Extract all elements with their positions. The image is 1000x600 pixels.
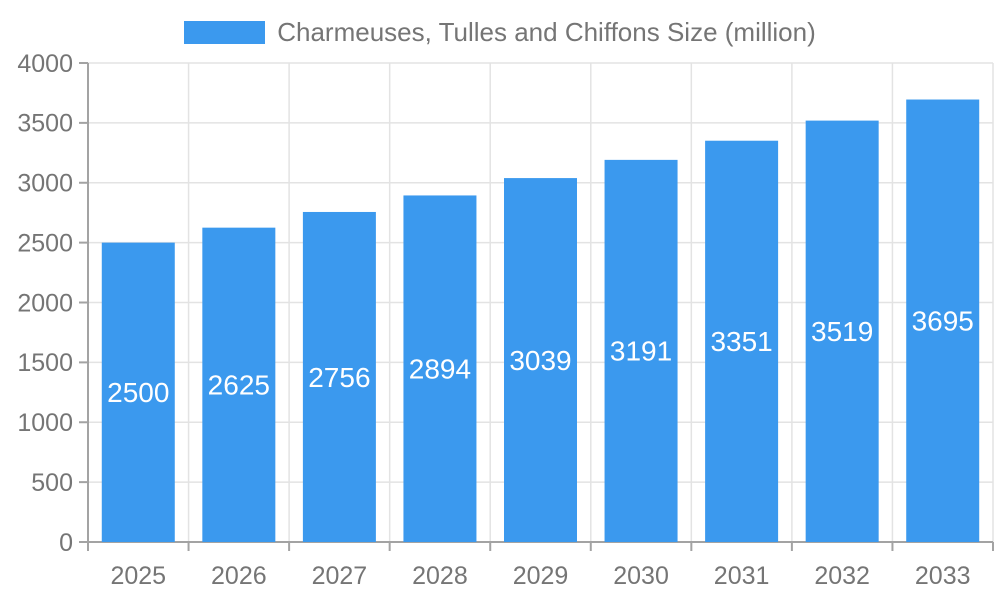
bar-2025[interactable]: [101, 242, 175, 542]
legend-item[interactable]: Charmeuses, Tulles and Chiffons Size (mi…: [0, 17, 1000, 48]
bar-2029[interactable]: [504, 178, 577, 542]
y-tick-label: 2500: [17, 229, 73, 257]
bar-value-label: 3519: [811, 316, 873, 347]
x-tick-label: 2026: [211, 562, 267, 590]
bar-2033[interactable]: [906, 99, 980, 543]
y-tick-label: 3500: [17, 110, 73, 138]
x-tick-label: 2033: [915, 562, 971, 590]
y-tick-label: 1500: [17, 349, 73, 377]
x-tick-label: 2025: [110, 562, 166, 590]
bar-value-label: 2625: [208, 370, 270, 401]
bar-value-label: 3191: [610, 336, 672, 367]
bar-2032[interactable]: [805, 120, 879, 543]
y-tick-label: 1000: [17, 409, 73, 437]
legend-swatch: [184, 21, 266, 44]
bar-2028[interactable]: [403, 195, 477, 543]
bar-value-label: 3695: [912, 306, 974, 337]
y-tick-label: 2000: [17, 289, 73, 317]
x-tick-label: 2031: [714, 562, 770, 590]
x-tick-label: 2030: [613, 562, 669, 590]
bar-2026[interactable]: [202, 227, 276, 542]
bar-value-label: 2894: [409, 354, 471, 385]
bar-2030[interactable]: [604, 159, 678, 542]
x-tick-label: 2027: [312, 562, 368, 590]
bar-2027[interactable]: [302, 211, 376, 542]
x-tick-label: 2032: [814, 562, 870, 590]
bar-value-label: 2500: [107, 377, 169, 408]
y-tick-label: 500: [31, 469, 73, 497]
legend-label: Charmeuses, Tulles and Chiffons Size (mi…: [277, 17, 816, 47]
y-tick-label: 3000: [17, 170, 73, 198]
y-tick-label: 0: [59, 529, 73, 557]
x-tick-label: 2028: [412, 562, 468, 590]
y-tick-label: 4000: [17, 50, 73, 78]
bar-value-label: 2756: [308, 362, 370, 393]
bar-value-label: 3039: [509, 345, 571, 376]
x-tick-label: 2029: [513, 562, 569, 590]
bar-2031[interactable]: [705, 140, 779, 542]
bar-value-label: 3351: [710, 326, 772, 357]
